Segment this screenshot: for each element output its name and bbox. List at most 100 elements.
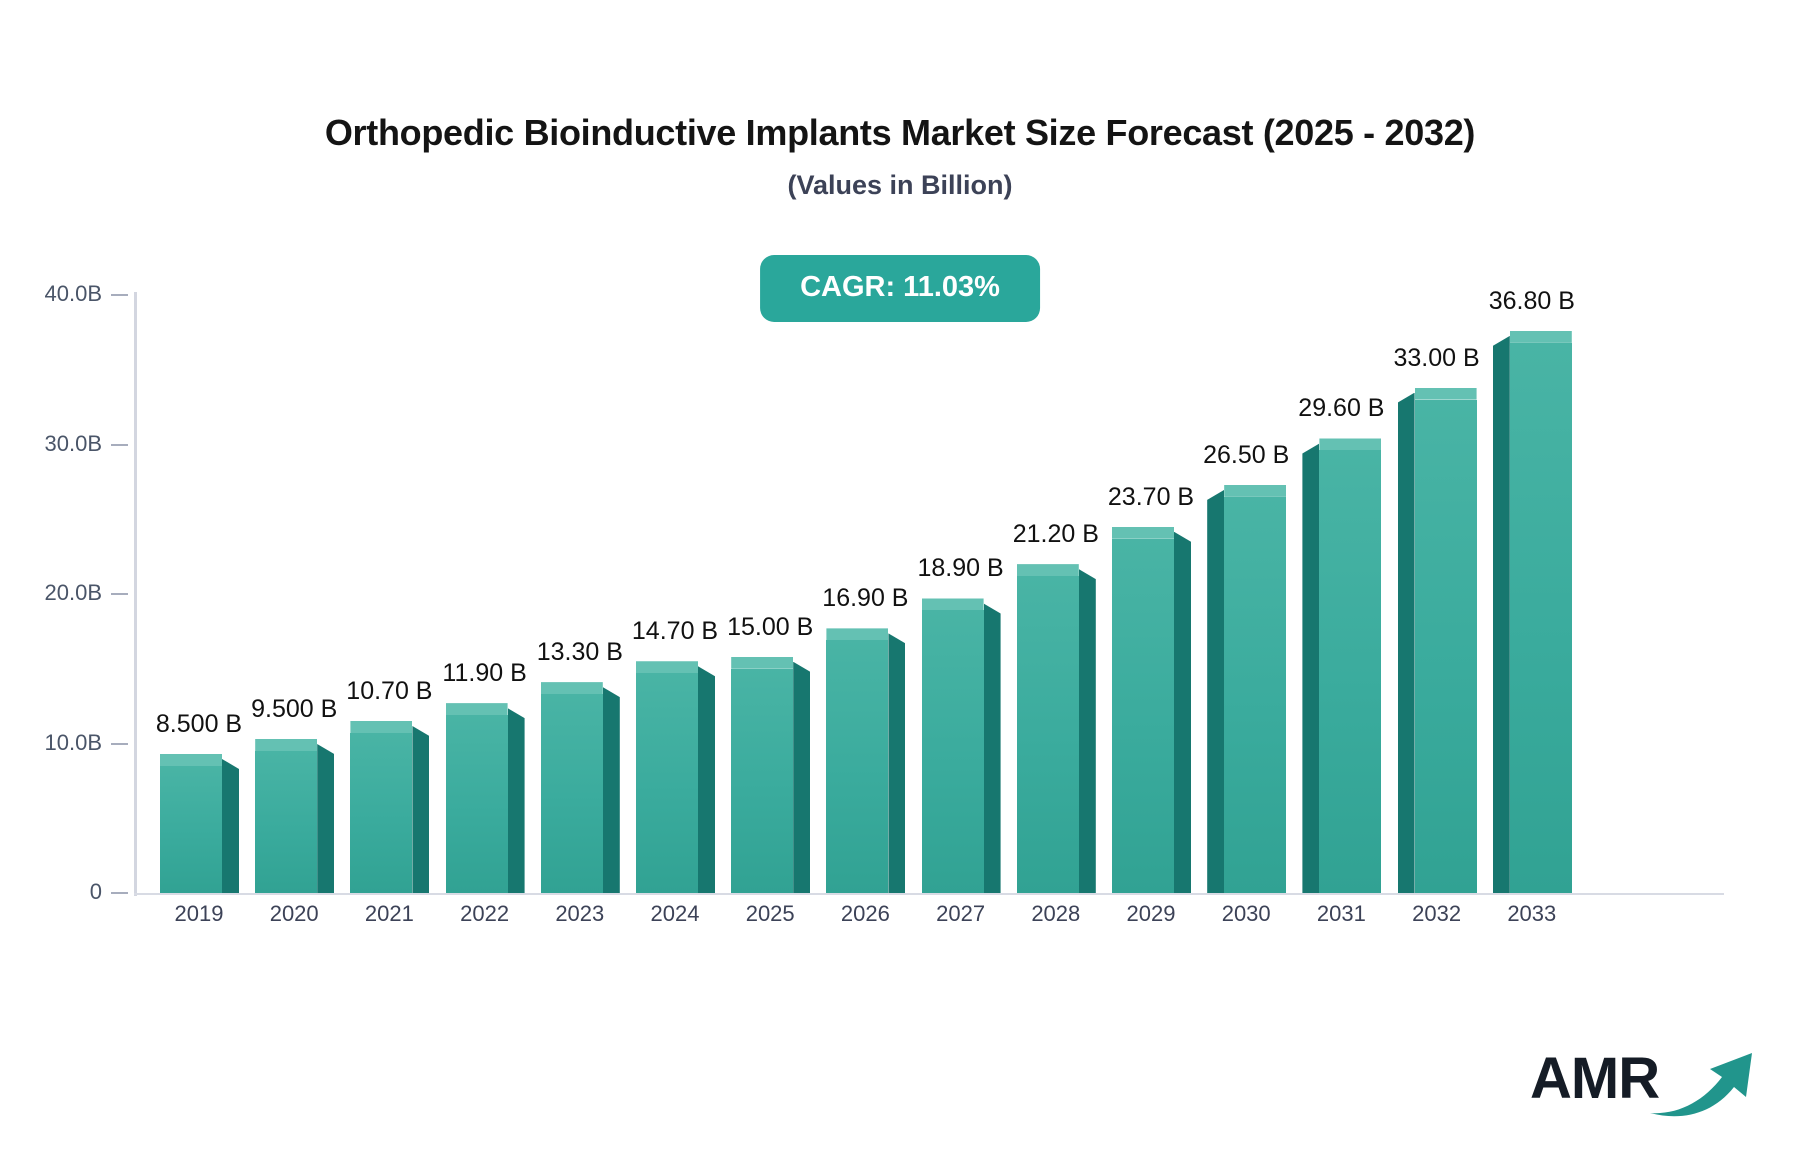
bar-value-label: 8.500 B: [155, 709, 243, 738]
x-axis-tick-label: 2019: [174, 901, 224, 926]
x-axis-tick-label: 2025: [745, 901, 795, 926]
bar-side-face: [983, 603, 1001, 893]
bar-front-face: [1016, 576, 1079, 893]
bar-front-face: [350, 733, 413, 893]
bar[interactable]: [255, 737, 335, 893]
y-axis-tick-label: 20.0B: [44, 580, 103, 605]
x-axis-tick-label: 2031: [1316, 901, 1366, 926]
bar-side-face: [222, 758, 239, 893]
bar-value-label: 26.50 B: [1203, 440, 1290, 469]
y-axis-tick-mark: [111, 593, 128, 595]
bar[interactable]: [1112, 525, 1191, 893]
bar-side-face: [698, 666, 715, 893]
bar-front-face: [921, 610, 984, 893]
bar[interactable]: [1302, 436, 1382, 893]
bar-top-face: [160, 753, 222, 766]
bar-value-label: 16.90 B: [822, 584, 909, 613]
bar[interactable]: [160, 752, 239, 893]
bar[interactable]: [826, 626, 906, 893]
bar-front-face: [160, 765, 222, 893]
bar[interactable]: [1016, 562, 1096, 893]
bar-top-face: [1112, 526, 1174, 539]
bar-side-face: [1078, 569, 1096, 893]
bar[interactable]: [1207, 483, 1287, 893]
bar-side-face: [1174, 531, 1191, 893]
y-axis-tick-mark: [111, 443, 128, 446]
bar-value-label: 33.00 B: [1393, 343, 1480, 372]
bar[interactable]: [921, 596, 1001, 893]
bar[interactable]: [445, 701, 525, 893]
bar-top-face: [731, 656, 794, 669]
y-axis-tick-label: 30.0B: [44, 430, 103, 456]
bar-front-face: [826, 640, 889, 893]
x-axis-tick-label: 2027: [936, 901, 986, 926]
x-axis-tick-label: 2033: [1507, 901, 1557, 926]
bar-value-label: 15.00 B: [727, 612, 814, 641]
y-axis-tick-mark: [111, 742, 128, 745]
x-axis-tick-label: 2022: [460, 901, 510, 926]
bar-top-face: [921, 598, 984, 611]
bar-front-face: [731, 668, 794, 893]
bar-front-face: [1319, 450, 1382, 893]
x-axis-tick-label: 2029: [1126, 901, 1176, 926]
y-axis-tick-label: 0: [89, 879, 102, 904]
bar-top-face: [1224, 484, 1287, 497]
bar-side-face: [317, 743, 335, 893]
bar-top-face: [540, 682, 603, 695]
bar-top-face: [350, 721, 413, 734]
x-axis-tick-label: 2026: [840, 901, 890, 926]
bar-front-face: [1414, 399, 1477, 893]
bar[interactable]: [1397, 386, 1477, 893]
bar-top-face: [1319, 438, 1382, 451]
bar-front-face: [1112, 538, 1174, 893]
bar-side-face: [1397, 392, 1415, 893]
bar-value-label: 14.70 B: [631, 617, 719, 646]
bar-side-face: [1207, 489, 1225, 893]
bar[interactable]: [350, 719, 430, 893]
bar[interactable]: [1492, 329, 1572, 893]
y-axis-tick-label: 10.0B: [44, 729, 103, 755]
bar-value-label: 11.90 B: [442, 659, 527, 688]
cagr-badge: CAGR: 11.03%: [760, 255, 1040, 322]
y-axis-tick-mark: [111, 892, 128, 894]
bar-side-face: [412, 726, 430, 893]
bar-side-face: [1492, 335, 1510, 893]
bar-front-face: [1509, 342, 1572, 893]
bar-side-face: [602, 687, 620, 893]
x-axis-tick-label: 2032: [1412, 901, 1462, 926]
bar-value-label: 13.30 B: [536, 638, 623, 667]
bar-front-face: [636, 673, 698, 893]
bar-front-face: [540, 694, 603, 893]
x-axis-tick-label: 2030: [1221, 901, 1271, 926]
bar-value-label: 10.70 B: [346, 677, 433, 706]
x-axis-tick-label: 2024: [650, 901, 700, 926]
bar-side-face: [507, 708, 525, 893]
bar-value-label: 36.80 B: [1488, 286, 1575, 315]
bar-value-label: 18.90 B: [917, 554, 1004, 583]
bar[interactable]: [636, 659, 715, 893]
x-axis-tick-label: 2020: [269, 901, 319, 926]
bar-top-face: [445, 703, 508, 716]
bar-top-face: [1414, 387, 1477, 400]
bar-value-label: 21.20 B: [1012, 520, 1099, 549]
bar[interactable]: [731, 655, 811, 893]
bar-side-face: [888, 633, 906, 893]
bar-top-face: [1016, 564, 1079, 577]
y-axis-tick-label: 40.0B: [44, 281, 103, 306]
bar[interactable]: [540, 680, 620, 893]
bar-top-face: [636, 661, 698, 674]
chart-subtitle: (Values in Billion): [787, 170, 1013, 200]
growth-arrow-icon: [1650, 1053, 1752, 1117]
page-title: Orthopedic Bioinductive Implants Market …: [324, 112, 1476, 153]
bar-front-face: [255, 750, 318, 893]
amr-wordmark: AMR: [1530, 1046, 1660, 1111]
bar-value-label: 29.60 B: [1298, 394, 1385, 423]
bar-top-face: [826, 628, 889, 641]
x-axis-tick-label: 2023: [555, 901, 605, 926]
x-axis-tick-label: 2028: [1031, 901, 1081, 926]
y-axis-line: [134, 292, 137, 896]
x-axis-line: [134, 893, 1724, 895]
bar-top-face: [1509, 330, 1572, 343]
